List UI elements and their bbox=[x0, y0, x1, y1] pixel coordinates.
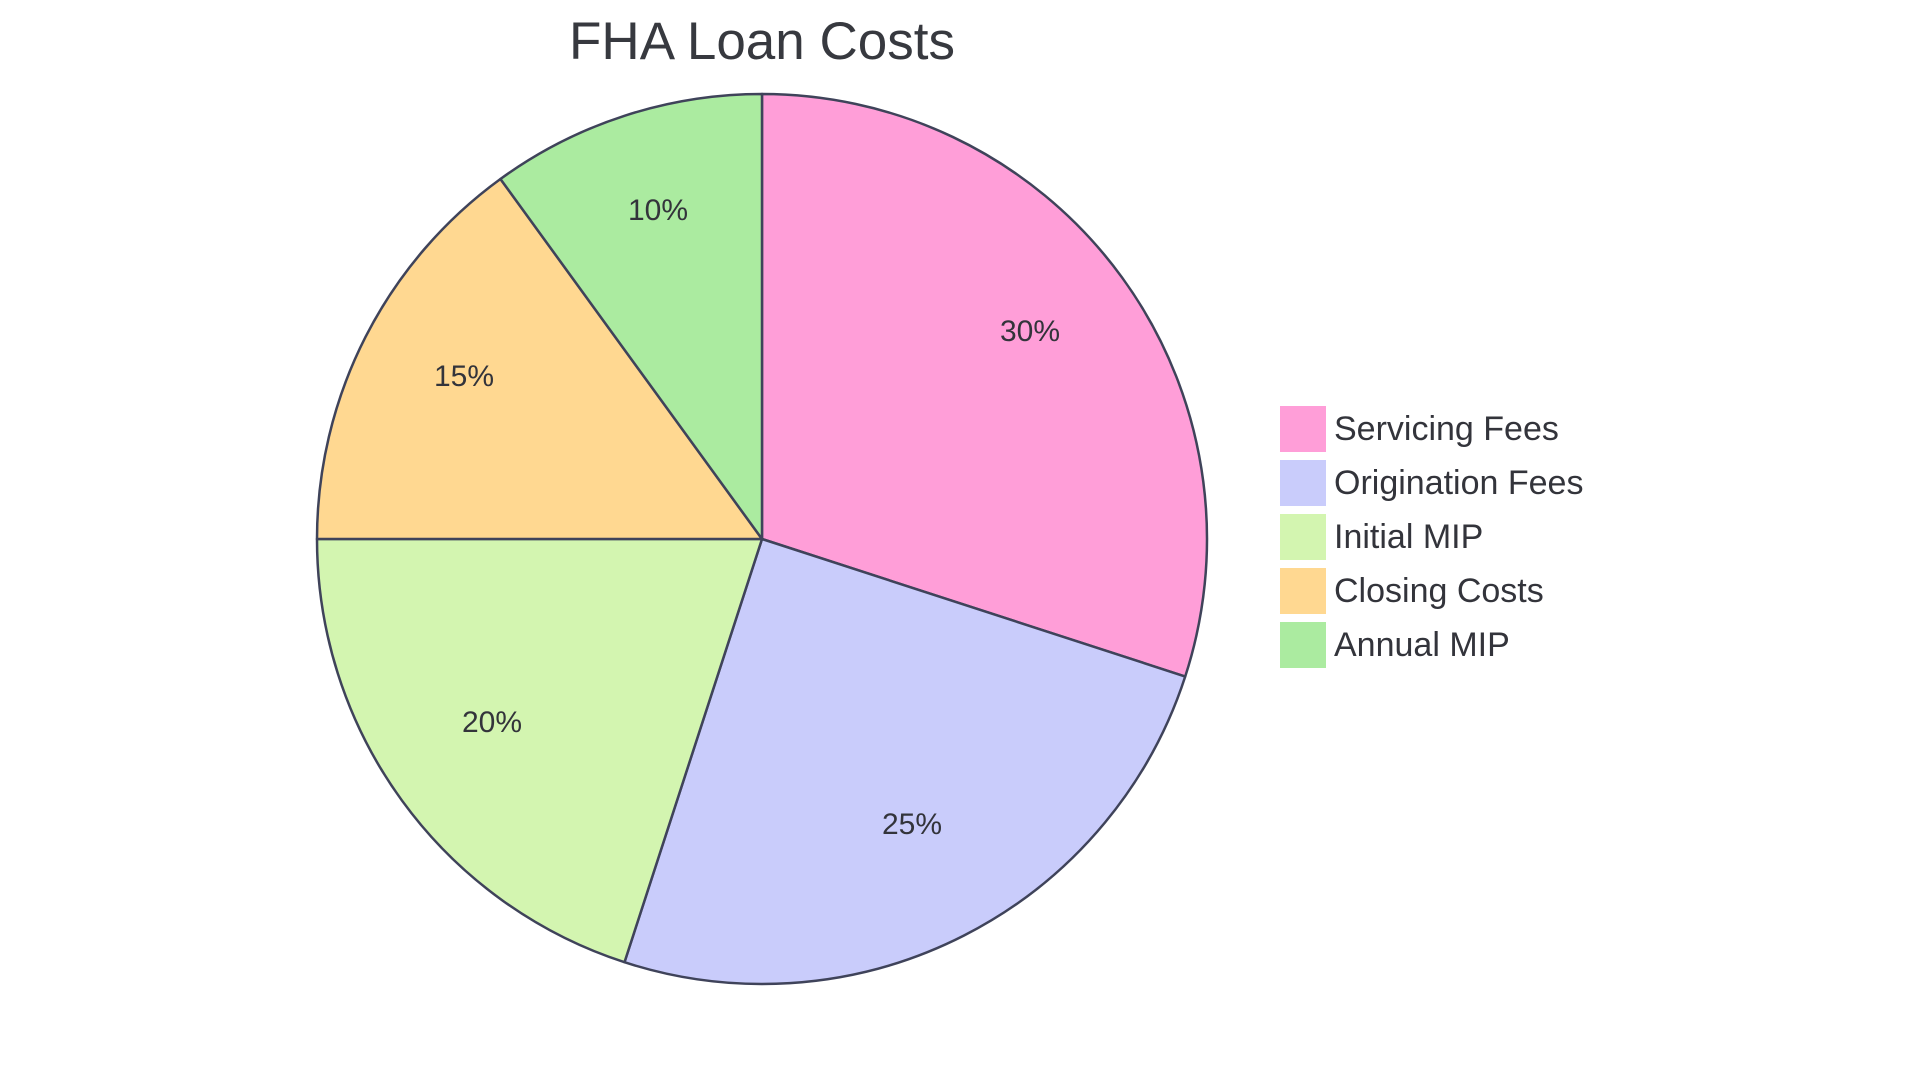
svg-text:25%: 25% bbox=[882, 808, 942, 841]
svg-text:30%: 30% bbox=[1000, 315, 1060, 348]
svg-text:20%: 20% bbox=[462, 706, 522, 739]
svg-text:10%: 10% bbox=[628, 194, 688, 227]
svg-text:15%: 15% bbox=[434, 360, 494, 393]
